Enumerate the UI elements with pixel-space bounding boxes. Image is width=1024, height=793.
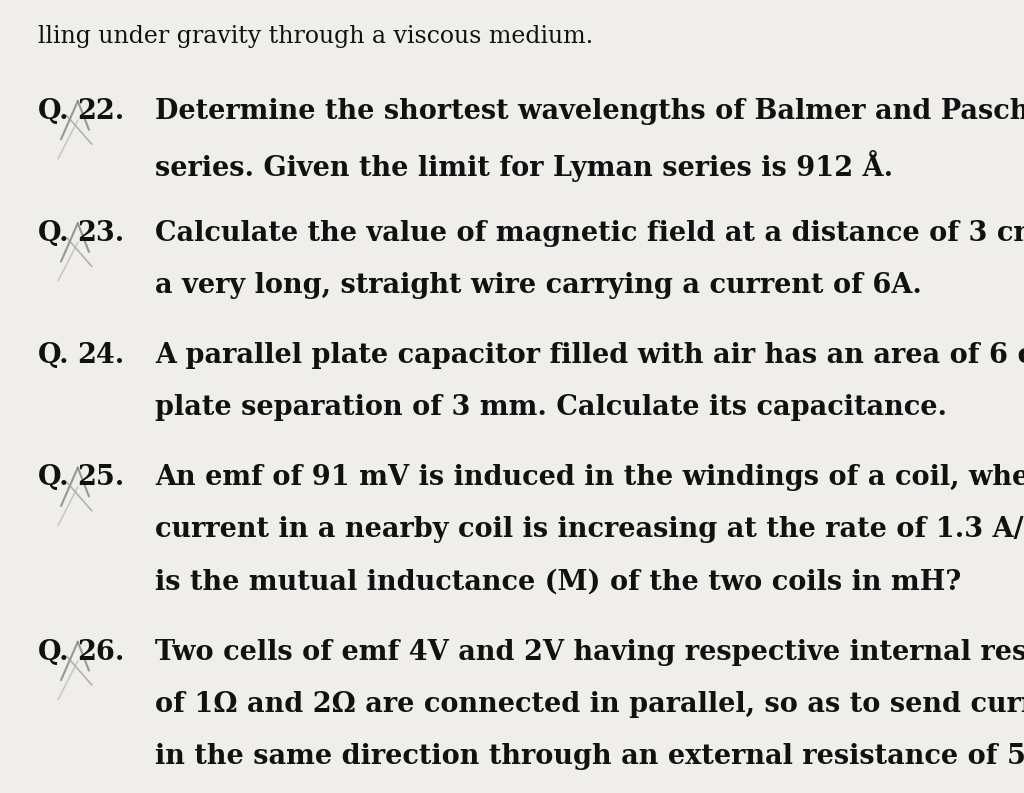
Text: Two cells of emf 4V and 2V having respective internal resistance: Two cells of emf 4V and 2V having respec… [155,638,1024,665]
Text: Q.: Q. [38,343,70,370]
Text: Q.: Q. [38,465,70,492]
Text: 22.: 22. [77,98,124,125]
Text: of 1Ω and 2Ω are connected in parallel, so as to send current: of 1Ω and 2Ω are connected in parallel, … [155,691,1024,718]
Text: A parallel plate capacitor filled with air has an area of 6 cm² and: A parallel plate capacitor filled with a… [155,343,1024,370]
Text: current in a nearby coil is increasing at the rate of 1.3 A/s, what: current in a nearby coil is increasing a… [155,516,1024,543]
Text: a very long, straight wire carrying a current of 6A.: a very long, straight wire carrying a cu… [155,272,922,299]
Text: lling under gravity through a viscous medium.: lling under gravity through a viscous me… [38,25,593,48]
Text: is the mutual inductance (M) of the two coils in mH?: is the mutual inductance (M) of the two … [155,569,962,596]
Text: in the same direction through an external resistance of 5Ω. Find: in the same direction through an externa… [155,742,1024,769]
Text: 26.: 26. [77,638,124,665]
Text: 24.: 24. [77,343,124,370]
Text: Q.: Q. [38,638,70,665]
Text: series. Given the limit for Lyman series is 912 Å.: series. Given the limit for Lyman series… [155,150,893,182]
Text: Determine the shortest wavelengths of Balmer and Paschen: Determine the shortest wavelengths of Ba… [155,98,1024,125]
Text: plate separation of 3 mm. Calculate its capacitance.: plate separation of 3 mm. Calculate its … [155,394,947,421]
Text: Calculate the value of magnetic field at a distance of 3 cm from: Calculate the value of magnetic field at… [155,220,1024,247]
Text: Q.: Q. [38,220,70,247]
Text: Q.: Q. [38,98,70,125]
Text: 25.: 25. [77,465,124,492]
Text: 23.: 23. [77,220,124,247]
Text: An emf of 91 mV is induced in the windings of a coil, when the: An emf of 91 mV is induced in the windin… [155,465,1024,492]
